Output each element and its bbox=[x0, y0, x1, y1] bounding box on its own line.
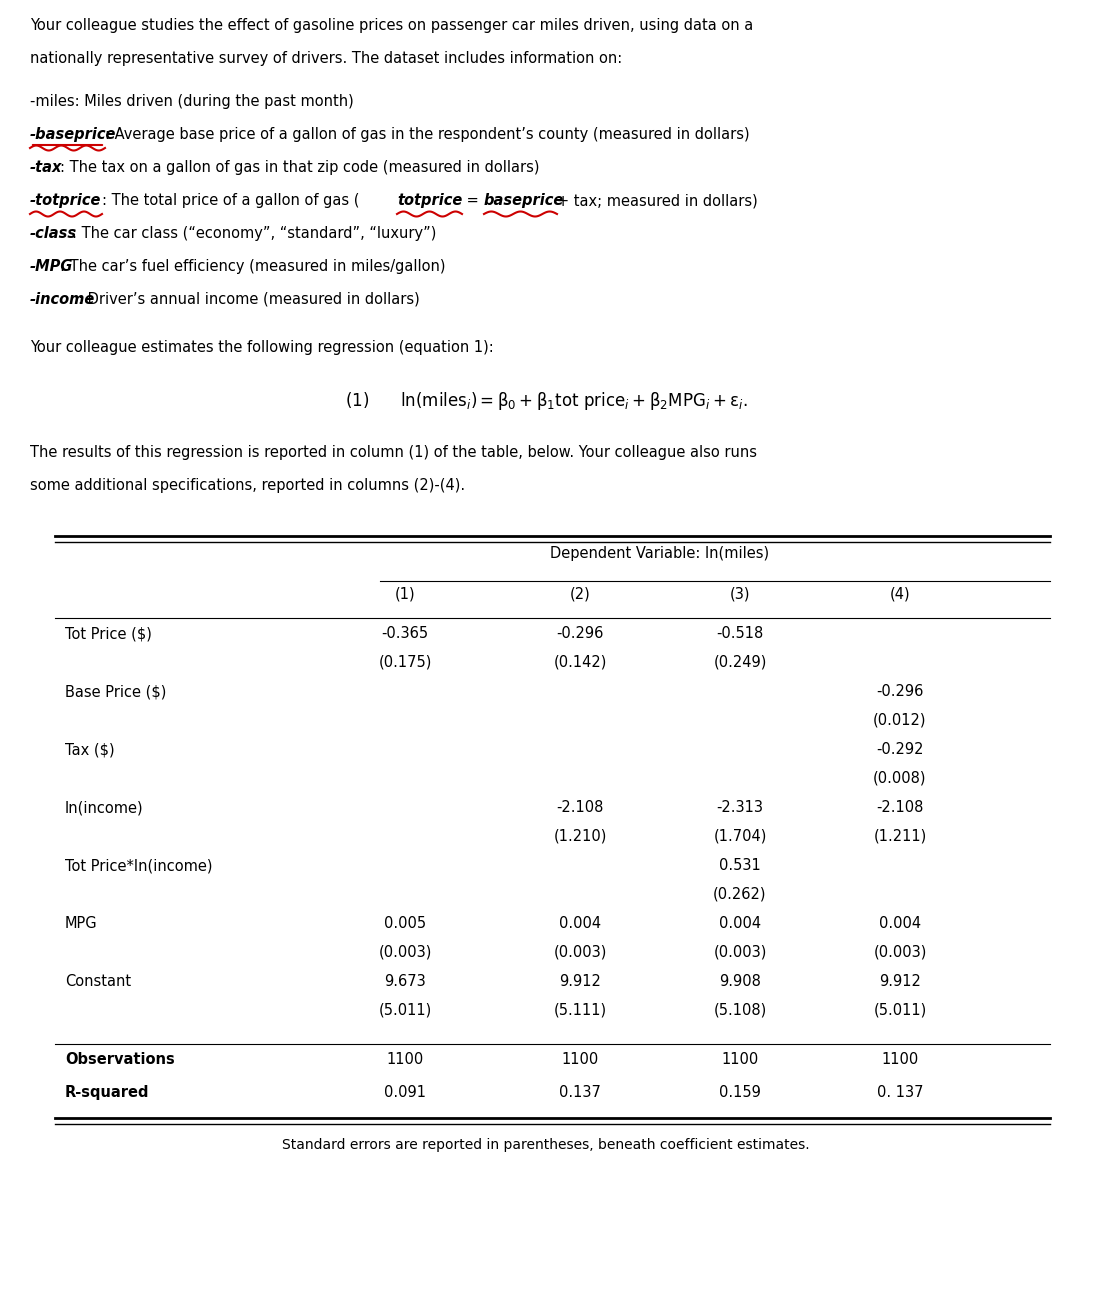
Text: (5.111): (5.111) bbox=[553, 1002, 607, 1018]
Text: -0.518: -0.518 bbox=[716, 626, 764, 641]
Text: 1100: 1100 bbox=[562, 1053, 599, 1067]
Text: -baseprice: -baseprice bbox=[30, 127, 116, 142]
Text: -2.313: -2.313 bbox=[717, 800, 764, 815]
Text: Observations: Observations bbox=[64, 1053, 175, 1067]
Text: 1100: 1100 bbox=[386, 1053, 424, 1067]
Text: -totprice: -totprice bbox=[30, 193, 102, 208]
Text: Dependent Variable: ln(miles): Dependent Variable: ln(miles) bbox=[551, 546, 769, 561]
Text: (1): (1) bbox=[395, 586, 415, 601]
Text: (5.108): (5.108) bbox=[714, 1002, 766, 1018]
Text: (0.262): (0.262) bbox=[714, 886, 767, 901]
Text: : The car’s fuel efficiency (measured in miles/gallon): : The car’s fuel efficiency (measured in… bbox=[60, 259, 445, 274]
Text: R-squared: R-squared bbox=[64, 1085, 150, 1100]
Text: : The total price of a gallon of gas (: : The total price of a gallon of gas ( bbox=[102, 193, 360, 208]
Text: 0.137: 0.137 bbox=[559, 1085, 601, 1100]
Text: Tot Price*In(income): Tot Price*In(income) bbox=[64, 859, 212, 873]
Text: 0.004: 0.004 bbox=[879, 915, 921, 931]
Text: 0.004: 0.004 bbox=[719, 915, 761, 931]
Text: -0.365: -0.365 bbox=[381, 626, 428, 641]
Text: (0.142): (0.142) bbox=[553, 654, 607, 668]
Text: -income: -income bbox=[30, 292, 95, 306]
Text: 0.531: 0.531 bbox=[719, 859, 761, 873]
Text: (3): (3) bbox=[730, 586, 750, 601]
Text: + tax; measured in dollars): + tax; measured in dollars) bbox=[557, 193, 757, 208]
Text: -0.296: -0.296 bbox=[877, 684, 924, 700]
Text: 1100: 1100 bbox=[881, 1053, 918, 1067]
Text: 0. 137: 0. 137 bbox=[877, 1085, 924, 1100]
Text: (1.211): (1.211) bbox=[873, 828, 927, 843]
Text: (0.003): (0.003) bbox=[714, 944, 766, 959]
Text: (1.210): (1.210) bbox=[553, 828, 607, 843]
Text: (5.011): (5.011) bbox=[378, 1002, 432, 1018]
Text: Tot Price ($): Tot Price ($) bbox=[64, 626, 152, 641]
Text: -0.292: -0.292 bbox=[877, 742, 924, 756]
Text: 9.912: 9.912 bbox=[559, 974, 601, 989]
Text: : The car class (“economy”, “standard”, “luxury”): : The car class (“economy”, “standard”, … bbox=[72, 226, 436, 240]
Text: : The tax on a gallon of gas in that zip code (measured in dollars): : The tax on a gallon of gas in that zip… bbox=[60, 160, 539, 175]
Text: (0.008): (0.008) bbox=[873, 771, 927, 785]
Text: (0.249): (0.249) bbox=[714, 654, 766, 668]
Text: =: = bbox=[462, 193, 483, 208]
Text: (2): (2) bbox=[569, 586, 590, 601]
Text: (0.003): (0.003) bbox=[553, 944, 607, 959]
Text: (5.011): (5.011) bbox=[873, 1002, 927, 1018]
Text: 0.005: 0.005 bbox=[384, 915, 426, 931]
Text: (1)      $\mathrm{ln(miles_{\mathit{i}}) = \beta_0 + \beta_1 tot\ price_{\mathit: (1) $\mathrm{ln(miles_{\mathit{i}}) = \b… bbox=[344, 390, 748, 412]
Text: nationally representative survey of drivers. The dataset includes information on: nationally representative survey of driv… bbox=[30, 50, 622, 66]
Text: Your colleague studies the effect of gasoline prices on passenger car miles driv: Your colleague studies the effect of gas… bbox=[30, 18, 753, 34]
Text: Your colleague estimates the following regression (equation 1):: Your colleague estimates the following r… bbox=[30, 340, 494, 356]
Text: (0.003): (0.003) bbox=[873, 944, 927, 959]
Text: (1.704): (1.704) bbox=[714, 828, 766, 843]
Text: 0.091: 0.091 bbox=[384, 1085, 426, 1100]
Text: 0.159: 0.159 bbox=[719, 1085, 761, 1100]
Text: baseprice: baseprice bbox=[484, 193, 564, 208]
Text: 9.912: 9.912 bbox=[879, 974, 921, 989]
Text: -tax: -tax bbox=[30, 160, 62, 175]
Text: MPG: MPG bbox=[64, 915, 97, 931]
Text: Standard errors are reported in parentheses, beneath coefficient estimates.: Standard errors are reported in parenthe… bbox=[282, 1138, 810, 1152]
Text: 1100: 1100 bbox=[721, 1053, 759, 1067]
Text: totprice: totprice bbox=[397, 193, 462, 208]
Text: : Driver’s annual income (measured in dollars): : Driver’s annual income (measured in do… bbox=[79, 292, 420, 306]
Text: : Average base price of a gallon of gas in the respondent’s county (measured in : : Average base price of a gallon of gas … bbox=[105, 127, 750, 142]
Text: The results of this regression is reported in column (1) of the table, below. Yo: The results of this regression is report… bbox=[30, 445, 757, 460]
Text: (0.175): (0.175) bbox=[378, 654, 432, 668]
Text: -class: -class bbox=[30, 226, 78, 240]
Text: some additional specifications, reported in columns (2)-(4).: some additional specifications, reported… bbox=[30, 478, 466, 493]
Text: -0.296: -0.296 bbox=[556, 626, 603, 641]
Text: (4): (4) bbox=[890, 586, 910, 601]
Text: 9.908: 9.908 bbox=[719, 974, 761, 989]
Text: -MPG: -MPG bbox=[30, 259, 73, 274]
Text: Constant: Constant bbox=[64, 974, 131, 989]
Text: -2.108: -2.108 bbox=[877, 800, 924, 815]
Text: -miles: Miles driven (during the past month): -miles: Miles driven (during the past mo… bbox=[30, 94, 354, 109]
Text: Base Price ($): Base Price ($) bbox=[64, 684, 166, 700]
Text: 0.004: 0.004 bbox=[559, 915, 601, 931]
Text: In(income): In(income) bbox=[64, 800, 143, 815]
Text: (0.012): (0.012) bbox=[873, 712, 927, 727]
Text: -2.108: -2.108 bbox=[556, 800, 603, 815]
Text: Tax ($): Tax ($) bbox=[64, 742, 115, 756]
Text: (0.003): (0.003) bbox=[378, 944, 432, 959]
Text: 9.673: 9.673 bbox=[384, 974, 426, 989]
